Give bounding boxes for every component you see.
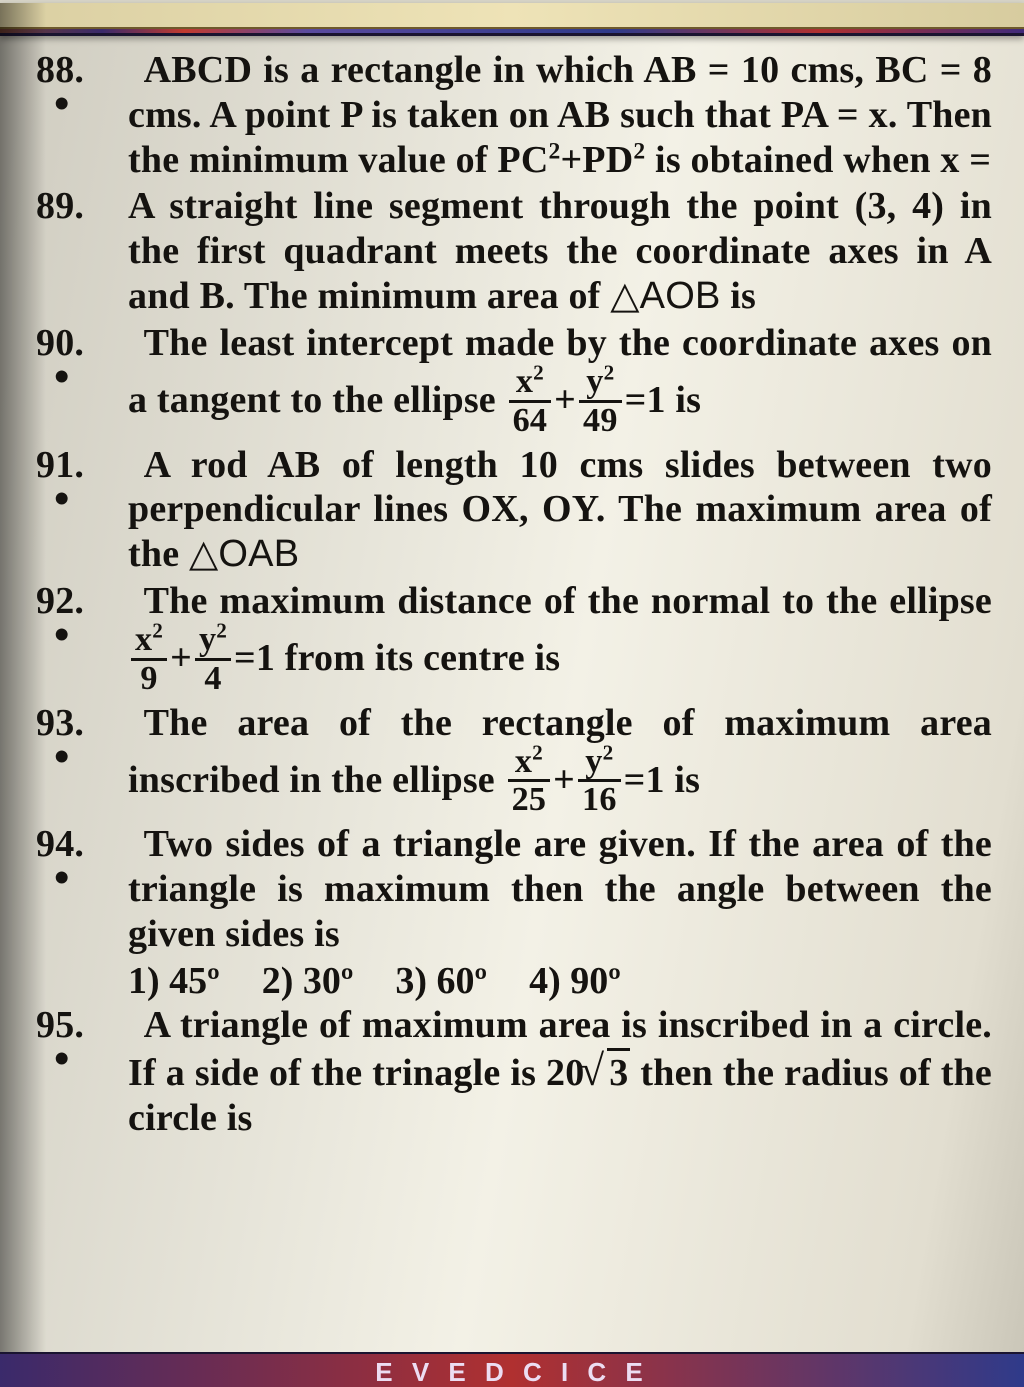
problem-options: 1) 45º 2) 30º 3) 60º 4) 90º bbox=[30, 959, 992, 1003]
book-footer-strip: E V E D C I C E bbox=[0, 1352, 1024, 1387]
fraction: x29 bbox=[131, 622, 167, 697]
option: 4) 90º bbox=[529, 959, 621, 1003]
problem-number: 90. bbox=[30, 321, 128, 366]
problem-number: 94. bbox=[30, 822, 128, 867]
problem: 95.•A triangle of maximum area is inscri… bbox=[30, 1003, 992, 1140]
problem-number: 91. bbox=[30, 443, 128, 488]
problem: 93.•The area of the rectangle of maximum… bbox=[30, 701, 992, 821]
bullet-dot: • bbox=[54, 853, 70, 902]
problem-number: 89. bbox=[30, 184, 128, 229]
problem-body: •The area of the rectangle of maximum ar… bbox=[128, 701, 992, 821]
book-header-strip bbox=[0, 3, 1024, 36]
problem: 90.•The least intercept made by the coor… bbox=[30, 321, 992, 441]
bullet-dot: • bbox=[54, 474, 70, 523]
bullet-dot: • bbox=[54, 610, 70, 659]
fraction: y216 bbox=[578, 744, 621, 819]
bullet-dot: • bbox=[54, 732, 70, 781]
triangle-symbol: △AOB bbox=[610, 275, 720, 317]
problem: 92.•The maximum distance of the normal t… bbox=[30, 579, 992, 699]
fraction: y249 bbox=[579, 364, 622, 439]
superscript: 2 bbox=[548, 138, 560, 164]
bullet-dot: • bbox=[54, 79, 70, 128]
fraction: y24 bbox=[195, 622, 231, 697]
option: 3) 60º bbox=[395, 959, 487, 1003]
problem-number: 88. bbox=[30, 48, 128, 93]
bullet-dot: • bbox=[54, 1034, 70, 1083]
problem: 91.•A rod AB of length 10 cms slides bet… bbox=[30, 443, 992, 577]
problem-list: 88.•ABCD is a rectangle in which AB = 10… bbox=[20, 36, 998, 1140]
problem: 94.•Two sides of a triangle are given. I… bbox=[30, 822, 992, 956]
triangle-symbol: △OAB bbox=[189, 533, 299, 575]
problem-body: •The maximum distance of the normal to t… bbox=[128, 579, 992, 699]
square-root: 3 bbox=[584, 1048, 630, 1096]
problem-body: A straight line segment through the poin… bbox=[128, 184, 992, 318]
problem-number: 92. bbox=[30, 579, 128, 624]
problem: 88.•ABCD is a rectangle in which AB = 10… bbox=[30, 48, 992, 182]
problem-number: 95. bbox=[30, 1003, 128, 1048]
problem-body: •A triangle of maximum area is inscribed… bbox=[128, 1003, 992, 1140]
superscript: 2 bbox=[633, 138, 645, 164]
option: 2) 30º bbox=[262, 959, 354, 1003]
footer-label: E V E D C I C E bbox=[375, 1357, 649, 1387]
problem-body: •The least intercept made by the coordin… bbox=[128, 321, 992, 441]
page: 88.•ABCD is a rectangle in which AB = 10… bbox=[0, 3, 1024, 1387]
problem-number: 93. bbox=[30, 701, 128, 746]
bullet-dot: • bbox=[54, 352, 70, 401]
fraction: x225 bbox=[508, 744, 551, 819]
option: 1) 45º bbox=[128, 959, 220, 1003]
problem-body: •Two sides of a triangle are given. If t… bbox=[128, 822, 992, 956]
problem: 89.A straight line segment through the p… bbox=[30, 184, 992, 318]
problem-body: •A rod AB of length 10 cms slides betwee… bbox=[128, 443, 992, 577]
problem-body: •ABCD is a rectangle in which AB = 10 cm… bbox=[128, 48, 992, 182]
fraction: x264 bbox=[509, 364, 552, 439]
